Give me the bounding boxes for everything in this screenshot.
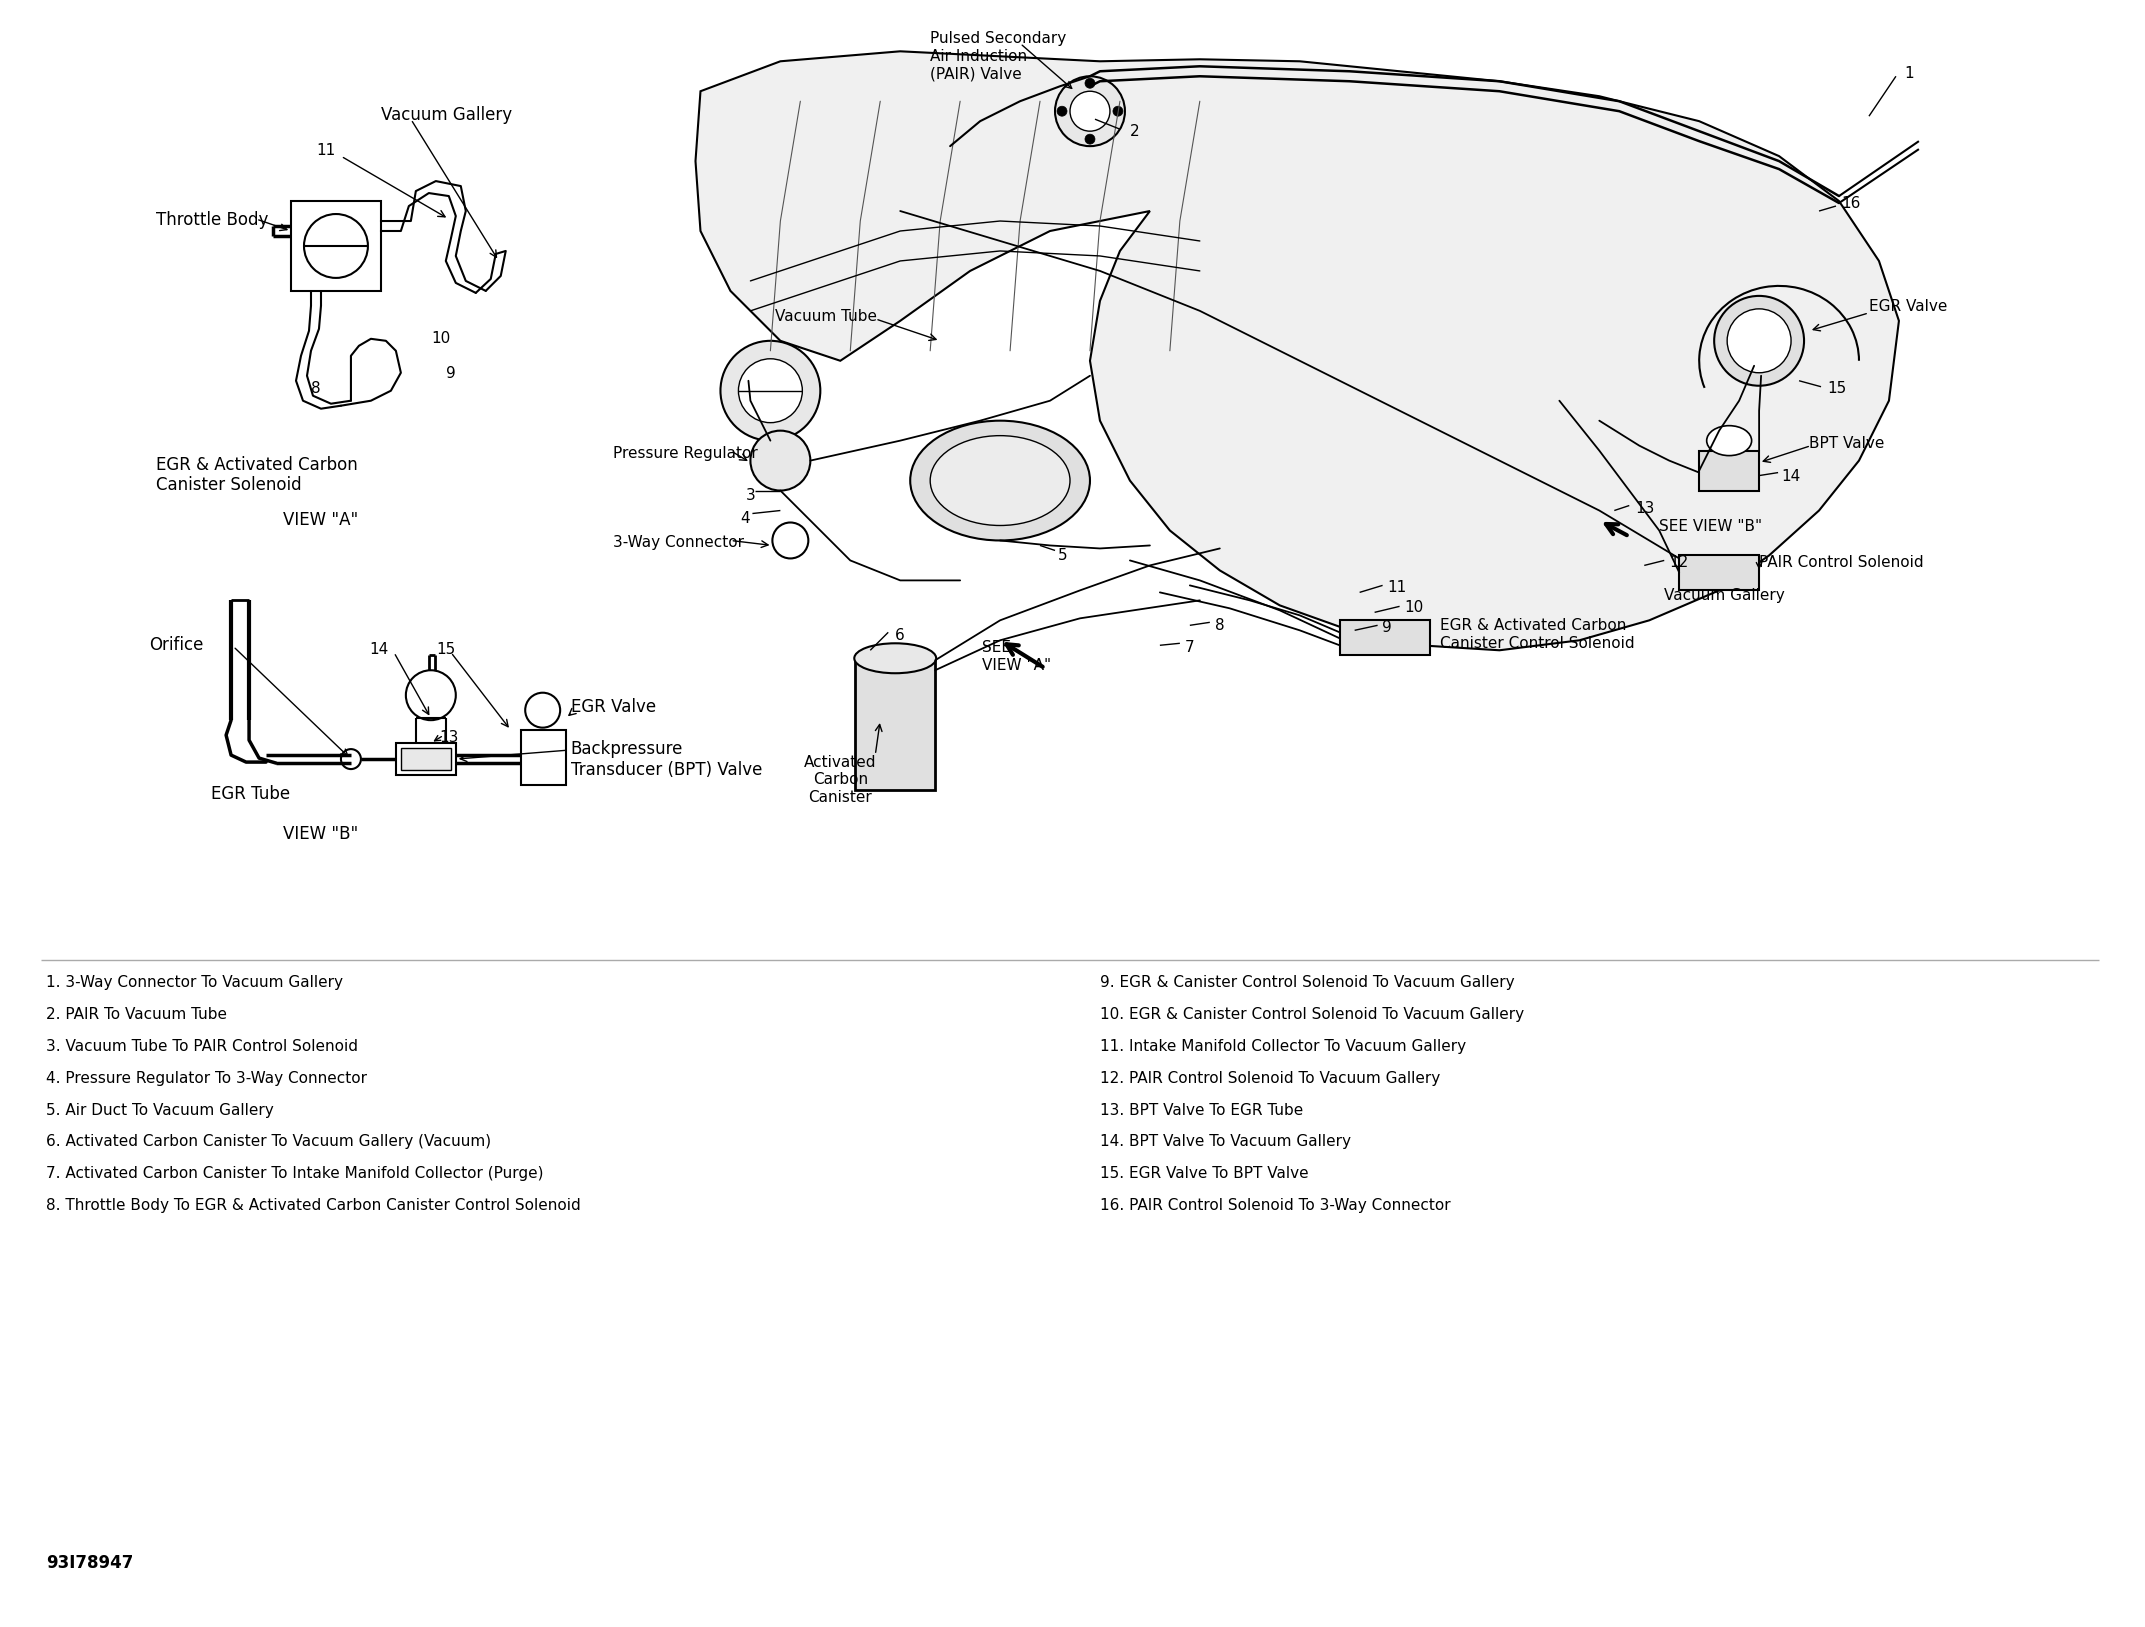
Text: 1: 1	[1905, 67, 1913, 81]
Text: 11: 11	[315, 143, 335, 158]
Polygon shape	[695, 52, 1898, 651]
Circle shape	[1113, 106, 1124, 116]
Text: 5: 5	[1057, 548, 1068, 563]
Text: 7. Activated Carbon Canister To Intake Manifold Collector (Purge): 7. Activated Carbon Canister To Intake M…	[47, 1167, 545, 1181]
Text: 4: 4	[740, 511, 751, 526]
Circle shape	[772, 522, 809, 558]
Text: 93I78947: 93I78947	[47, 1554, 133, 1572]
Text: 11. Intake Manifold Collector To Vacuum Gallery: 11. Intake Manifold Collector To Vacuum …	[1100, 1038, 1465, 1054]
Text: 16: 16	[1840, 197, 1860, 212]
Circle shape	[1070, 91, 1109, 132]
Text: Backpressure
Transducer (BPT) Valve: Backpressure Transducer (BPT) Valve	[571, 740, 761, 779]
Text: 6. Activated Carbon Canister To Vacuum Gallery (Vacuum): 6. Activated Carbon Canister To Vacuum G…	[47, 1134, 491, 1149]
Text: SEE VIEW "B": SEE VIEW "B"	[1660, 519, 1763, 534]
Ellipse shape	[1714, 296, 1804, 386]
Text: 12. PAIR Control Solenoid To Vacuum Gallery: 12. PAIR Control Solenoid To Vacuum Gall…	[1100, 1071, 1439, 1085]
Text: EGR & Activated Carbon
Canister Solenoid: EGR & Activated Carbon Canister Solenoid	[157, 456, 358, 495]
Text: 9: 9	[1381, 620, 1392, 635]
Text: 14: 14	[1780, 469, 1800, 483]
Text: PAIR Control Solenoid: PAIR Control Solenoid	[1759, 555, 1924, 571]
Text: 3. Vacuum Tube To PAIR Control Solenoid: 3. Vacuum Tube To PAIR Control Solenoid	[47, 1038, 358, 1054]
Text: 3: 3	[746, 488, 755, 503]
Bar	[1341, 620, 1429, 656]
Text: 13: 13	[440, 731, 459, 745]
Bar	[292, 202, 382, 291]
Ellipse shape	[931, 436, 1070, 526]
Text: 5. Air Duct To Vacuum Gallery: 5. Air Duct To Vacuum Gallery	[47, 1103, 275, 1118]
Text: EGR & Activated Carbon
Canister Control Solenoid: EGR & Activated Carbon Canister Control …	[1439, 618, 1634, 651]
Text: Vacuum Gallery: Vacuum Gallery	[1665, 589, 1785, 604]
Text: 15: 15	[435, 643, 455, 657]
Text: Activated
Carbon
Canister: Activated Carbon Canister	[804, 755, 877, 805]
Text: EGR Tube: EGR Tube	[210, 786, 290, 804]
Text: 8: 8	[311, 381, 320, 395]
Text: 9: 9	[446, 366, 455, 381]
Text: 11: 11	[1388, 581, 1407, 595]
Text: VIEW "B": VIEW "B"	[283, 825, 358, 843]
Text: 9. EGR & Canister Control Solenoid To Vacuum Gallery: 9. EGR & Canister Control Solenoid To Va…	[1100, 975, 1514, 989]
Text: Throttle Body: Throttle Body	[157, 212, 268, 229]
Text: Orifice: Orifice	[150, 636, 204, 654]
Text: 15. EGR Valve To BPT Valve: 15. EGR Valve To BPT Valve	[1100, 1167, 1308, 1181]
Text: 13: 13	[1634, 501, 1654, 516]
Circle shape	[721, 340, 819, 441]
Text: 13. BPT Valve To EGR Tube: 13. BPT Valve To EGR Tube	[1100, 1103, 1304, 1118]
Text: Pressure Regulator: Pressure Regulator	[613, 446, 757, 460]
Ellipse shape	[1707, 426, 1752, 456]
Text: 15: 15	[1828, 381, 1847, 395]
Ellipse shape	[909, 421, 1090, 540]
Text: 14. BPT Valve To Vacuum Gallery: 14. BPT Valve To Vacuum Gallery	[1100, 1134, 1351, 1149]
Text: 2: 2	[1130, 124, 1139, 140]
Text: 8. Throttle Body To EGR & Activated Carbon Canister Control Solenoid: 8. Throttle Body To EGR & Activated Carb…	[47, 1199, 581, 1214]
Text: Pulsed Secondary
Air Induction
(PAIR) Valve: Pulsed Secondary Air Induction (PAIR) Va…	[931, 31, 1066, 81]
Text: 10. EGR & Canister Control Solenoid To Vacuum Gallery: 10. EGR & Canister Control Solenoid To V…	[1100, 1007, 1525, 1022]
Text: 6: 6	[894, 628, 905, 643]
Text: VIEW "A": VIEW "A"	[283, 511, 358, 529]
Text: Vacuum Tube: Vacuum Tube	[774, 309, 877, 324]
Text: EGR Valve: EGR Valve	[1868, 299, 1948, 314]
Text: 4. Pressure Regulator To 3-Way Connector: 4. Pressure Regulator To 3-Way Connector	[47, 1071, 367, 1085]
Circle shape	[1057, 106, 1066, 116]
Ellipse shape	[405, 670, 455, 721]
Text: Vacuum Gallery: Vacuum Gallery	[382, 106, 513, 124]
Text: BPT Valve: BPT Valve	[1808, 436, 1885, 451]
Text: 10: 10	[1405, 600, 1424, 615]
Text: 1. 3-Way Connector To Vacuum Gallery: 1. 3-Way Connector To Vacuum Gallery	[47, 975, 343, 989]
Circle shape	[1085, 133, 1094, 145]
Bar	[1680, 555, 1759, 591]
Text: 8: 8	[1214, 618, 1225, 633]
Circle shape	[305, 215, 369, 278]
Bar	[397, 744, 455, 774]
Circle shape	[341, 748, 360, 770]
Text: SEE
VIEW "A": SEE VIEW "A"	[982, 641, 1051, 672]
Ellipse shape	[526, 693, 560, 727]
Circle shape	[1727, 309, 1791, 373]
Text: 14: 14	[369, 643, 388, 657]
Text: 7: 7	[1184, 641, 1195, 656]
Bar	[521, 731, 566, 786]
Text: 12: 12	[1669, 555, 1688, 571]
Text: 3-Way Connector: 3-Way Connector	[613, 535, 744, 550]
Bar	[401, 748, 450, 770]
Circle shape	[1085, 78, 1094, 88]
Circle shape	[751, 431, 811, 491]
Text: EGR Valve: EGR Valve	[571, 698, 656, 716]
Circle shape	[1055, 76, 1124, 146]
Bar	[856, 661, 935, 791]
Text: 2. PAIR To Vacuum Tube: 2. PAIR To Vacuum Tube	[47, 1007, 227, 1022]
Text: 10: 10	[431, 330, 450, 347]
Ellipse shape	[854, 643, 935, 674]
Text: 16. PAIR Control Solenoid To 3-Way Connector: 16. PAIR Control Solenoid To 3-Way Conne…	[1100, 1199, 1450, 1214]
Bar	[1699, 451, 1759, 491]
Circle shape	[738, 360, 802, 423]
